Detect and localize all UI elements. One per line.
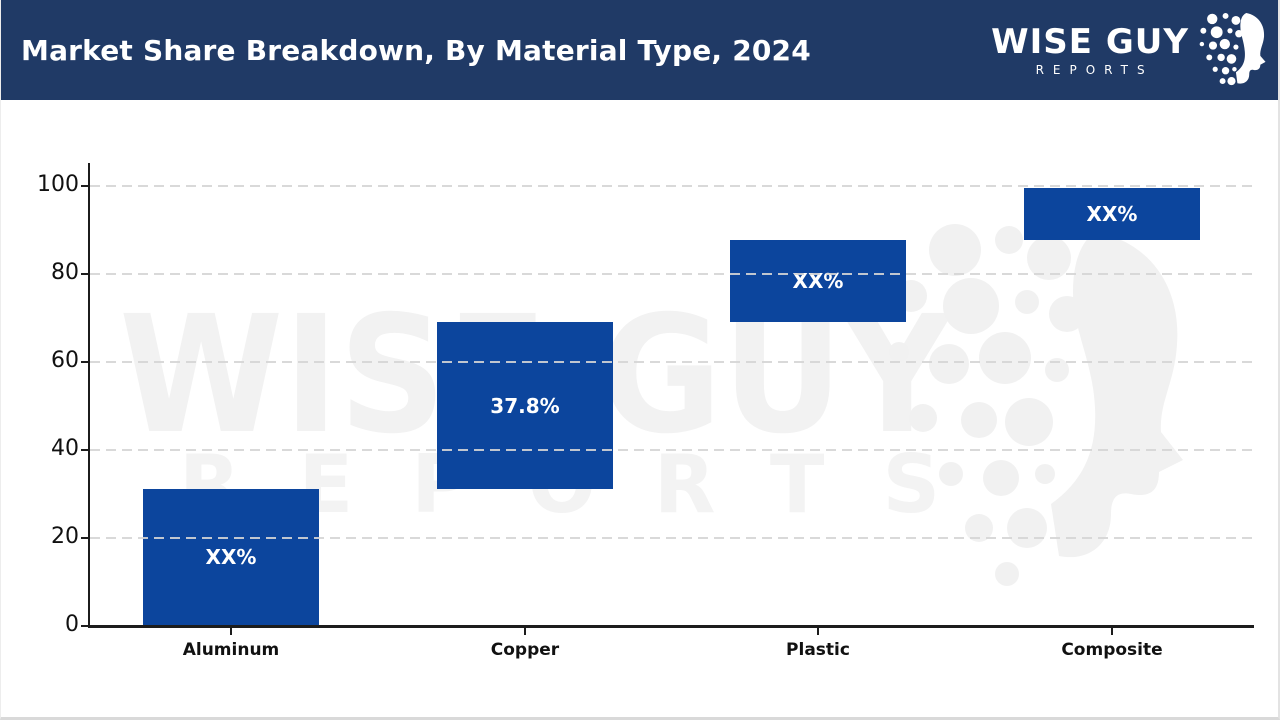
gridline [90, 449, 1254, 451]
gridline [90, 273, 1254, 275]
x-tick-label-copper: Copper [490, 640, 560, 660]
y-tick-label: 100 [37, 172, 79, 197]
x-tick-mark [524, 628, 526, 635]
y-tick-mark [81, 537, 88, 539]
brand-logo: WISE GUY REPORTS [991, 8, 1267, 92]
brand-logo-text: WISE GUY REPORTS [991, 24, 1189, 77]
x-tick-label-aluminum: Aluminum [182, 640, 280, 660]
brand-logo-line1: WISE GUY [991, 21, 1189, 62]
bar-value-label: XX% [1086, 202, 1138, 227]
bar-aluminum: XX% [143, 488, 319, 626]
x-tick-mark [230, 628, 232, 635]
y-tick-label: 40 [51, 436, 79, 461]
y-tick-label: 0 [65, 612, 79, 637]
x-tick-mark [1111, 628, 1113, 635]
bar-plastic: XX% [730, 240, 906, 323]
gridline [90, 537, 1254, 539]
x-tick-label-plastic: Plastic [786, 640, 850, 660]
brand-logo-line2: REPORTS [1035, 62, 1154, 77]
gridline [90, 185, 1254, 187]
y-axis-line [88, 163, 90, 628]
x-axis-line [88, 625, 1254, 628]
y-tick-label: 60 [51, 348, 79, 373]
bar-copper: 37.8% [437, 322, 613, 489]
y-tick-label: 80 [51, 260, 79, 285]
y-tick-mark [81, 625, 88, 627]
header-bar: Market Share Breakdown, By Material Type… [1, 0, 1278, 100]
gridline [90, 361, 1254, 363]
y-tick-mark [81, 273, 88, 275]
page-title: Market Share Breakdown, By Material Type… [21, 33, 811, 67]
bar-composite: XX% [1024, 188, 1200, 241]
x-tick-mark [817, 628, 819, 635]
y-tick-mark [81, 449, 88, 451]
y-tick-mark [81, 185, 88, 187]
logo-face-icon [1199, 13, 1266, 86]
watermark-face-icon [889, 224, 1183, 586]
y-tick-label: 20 [51, 524, 79, 549]
y-tick-mark [81, 361, 88, 363]
x-tick-label-composite: Composite [1061, 640, 1163, 660]
bar-value-label: XX% [205, 545, 257, 570]
bar-value-label: 37.8% [490, 393, 560, 418]
